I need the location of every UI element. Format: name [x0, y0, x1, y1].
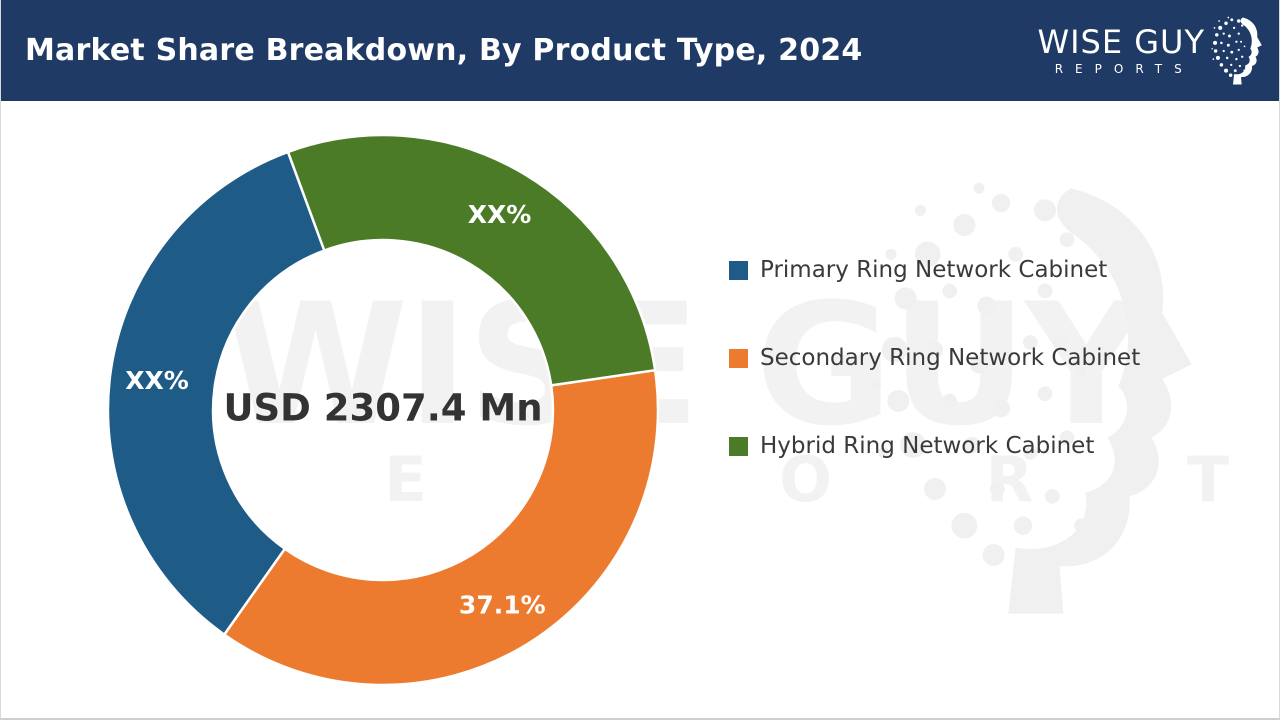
donut-center-value: USD 2307.4 Mn	[223, 386, 543, 430]
header-bar: Market Share Breakdown, By Product Type,…	[1, 0, 1279, 101]
legend: Primary Ring Network Cabinet Secondary R…	[729, 257, 1140, 521]
legend-item-primary[interactable]: Primary Ring Network Cabinet	[729, 257, 1140, 283]
legend-item-hybrid[interactable]: Hybrid Ring Network Cabinet	[729, 433, 1140, 459]
legend-swatch-secondary	[729, 348, 748, 368]
legend-label-hybrid: Hybrid Ring Network Cabinet	[760, 433, 1095, 459]
donut-slice-1[interactable]	[223, 368, 660, 687]
logo-wordmark-sub: REPORTS	[1054, 62, 1194, 77]
donut-slice-label-2: XX%	[468, 200, 532, 229]
wise-guy-logo: WISE GUY REPORTS	[1037, 12, 1263, 90]
chart-area: WISE GUY R E P O R T S XX%37.1%XX% USD 2…	[1, 101, 1280, 718]
donut-slice-2[interactable]	[286, 133, 657, 387]
donut-slice-label-1: 37.1%	[459, 590, 546, 619]
donut-slice-0[interactable]	[106, 150, 326, 636]
legend-swatch-hybrid	[729, 436, 748, 456]
page-title: Market Share Breakdown, By Product Type,…	[25, 33, 863, 68]
legend-swatch-primary	[729, 260, 748, 280]
donut-slice-label-0: XX%	[125, 366, 189, 395]
legend-label-primary: Primary Ring Network Cabinet	[760, 257, 1108, 283]
legend-item-secondary[interactable]: Secondary Ring Network Cabinet	[729, 345, 1140, 371]
logo-wordmark: WISE GUY REPORTS	[1037, 22, 1205, 77]
logo-wordmark-main: WISE GUY	[1037, 22, 1205, 61]
legend-label-secondary: Secondary Ring Network Cabinet	[760, 345, 1141, 371]
